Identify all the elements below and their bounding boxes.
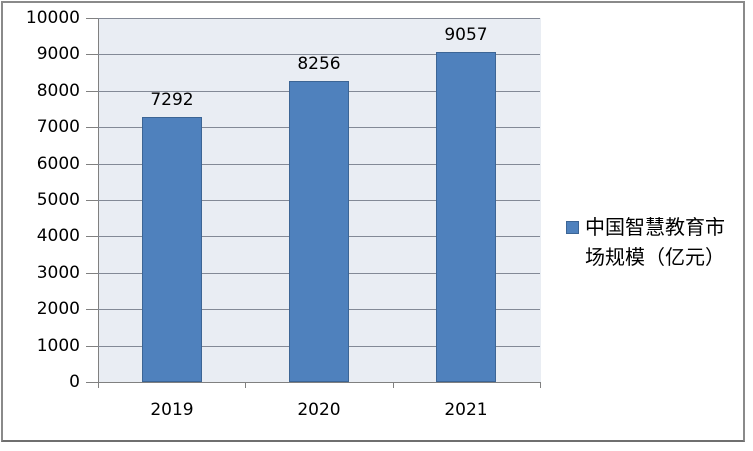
bar-2020	[289, 81, 349, 382]
y-axis-tick-label: 10000	[25, 8, 80, 28]
y-axis-tick	[86, 164, 98, 165]
bar-2019	[142, 117, 202, 382]
y-gridline	[98, 18, 540, 19]
x-axis-tick	[98, 382, 99, 388]
bar-2021	[436, 52, 496, 382]
y-axis-tick-label: 3000	[36, 263, 80, 283]
y-axis-tick-label: 4000	[36, 226, 80, 246]
y-axis-tick-label: 0	[69, 372, 80, 392]
x-axis-tick	[245, 382, 246, 388]
bar-value-label: 9057	[444, 25, 488, 45]
legend-marker-swatch	[566, 221, 579, 234]
x-axis-tick	[540, 382, 541, 388]
y-axis-tick-label: 2000	[36, 299, 80, 319]
y-axis-tick-label: 1000	[36, 336, 80, 356]
y-axis-tick	[86, 309, 98, 310]
x-axis-tick-label: 2021	[444, 400, 488, 420]
y-axis-tick	[86, 18, 98, 19]
bar-value-label: 8256	[297, 54, 341, 74]
x-axis-tick-label: 2020	[297, 400, 341, 420]
y-axis-tick-label: 8000	[36, 81, 80, 101]
legend-series-label: 中国智慧教育市场规模（亿元）	[585, 215, 725, 269]
y-axis-tick	[86, 200, 98, 201]
bar-value-label: 7292	[150, 90, 194, 110]
legend: 中国智慧教育市场规模（亿元）	[566, 212, 748, 272]
y-axis-tick	[86, 91, 98, 92]
x-axis-tick-label: 2019	[150, 400, 194, 420]
y-axis-tick-label: 9000	[36, 44, 80, 64]
x-axis-tick	[393, 382, 394, 388]
y-axis-tick	[86, 346, 98, 347]
y-axis-tick	[86, 54, 98, 55]
y-axis-tick	[86, 236, 98, 237]
y-axis-tick	[86, 127, 98, 128]
y-axis-tick-label: 7000	[36, 117, 80, 137]
y-axis-tick-label: 5000	[36, 190, 80, 210]
y-axis-tick-label: 6000	[36, 154, 80, 174]
y-axis-tick	[86, 273, 98, 274]
y-gridline	[98, 54, 540, 55]
y-axis-tick	[86, 382, 98, 383]
